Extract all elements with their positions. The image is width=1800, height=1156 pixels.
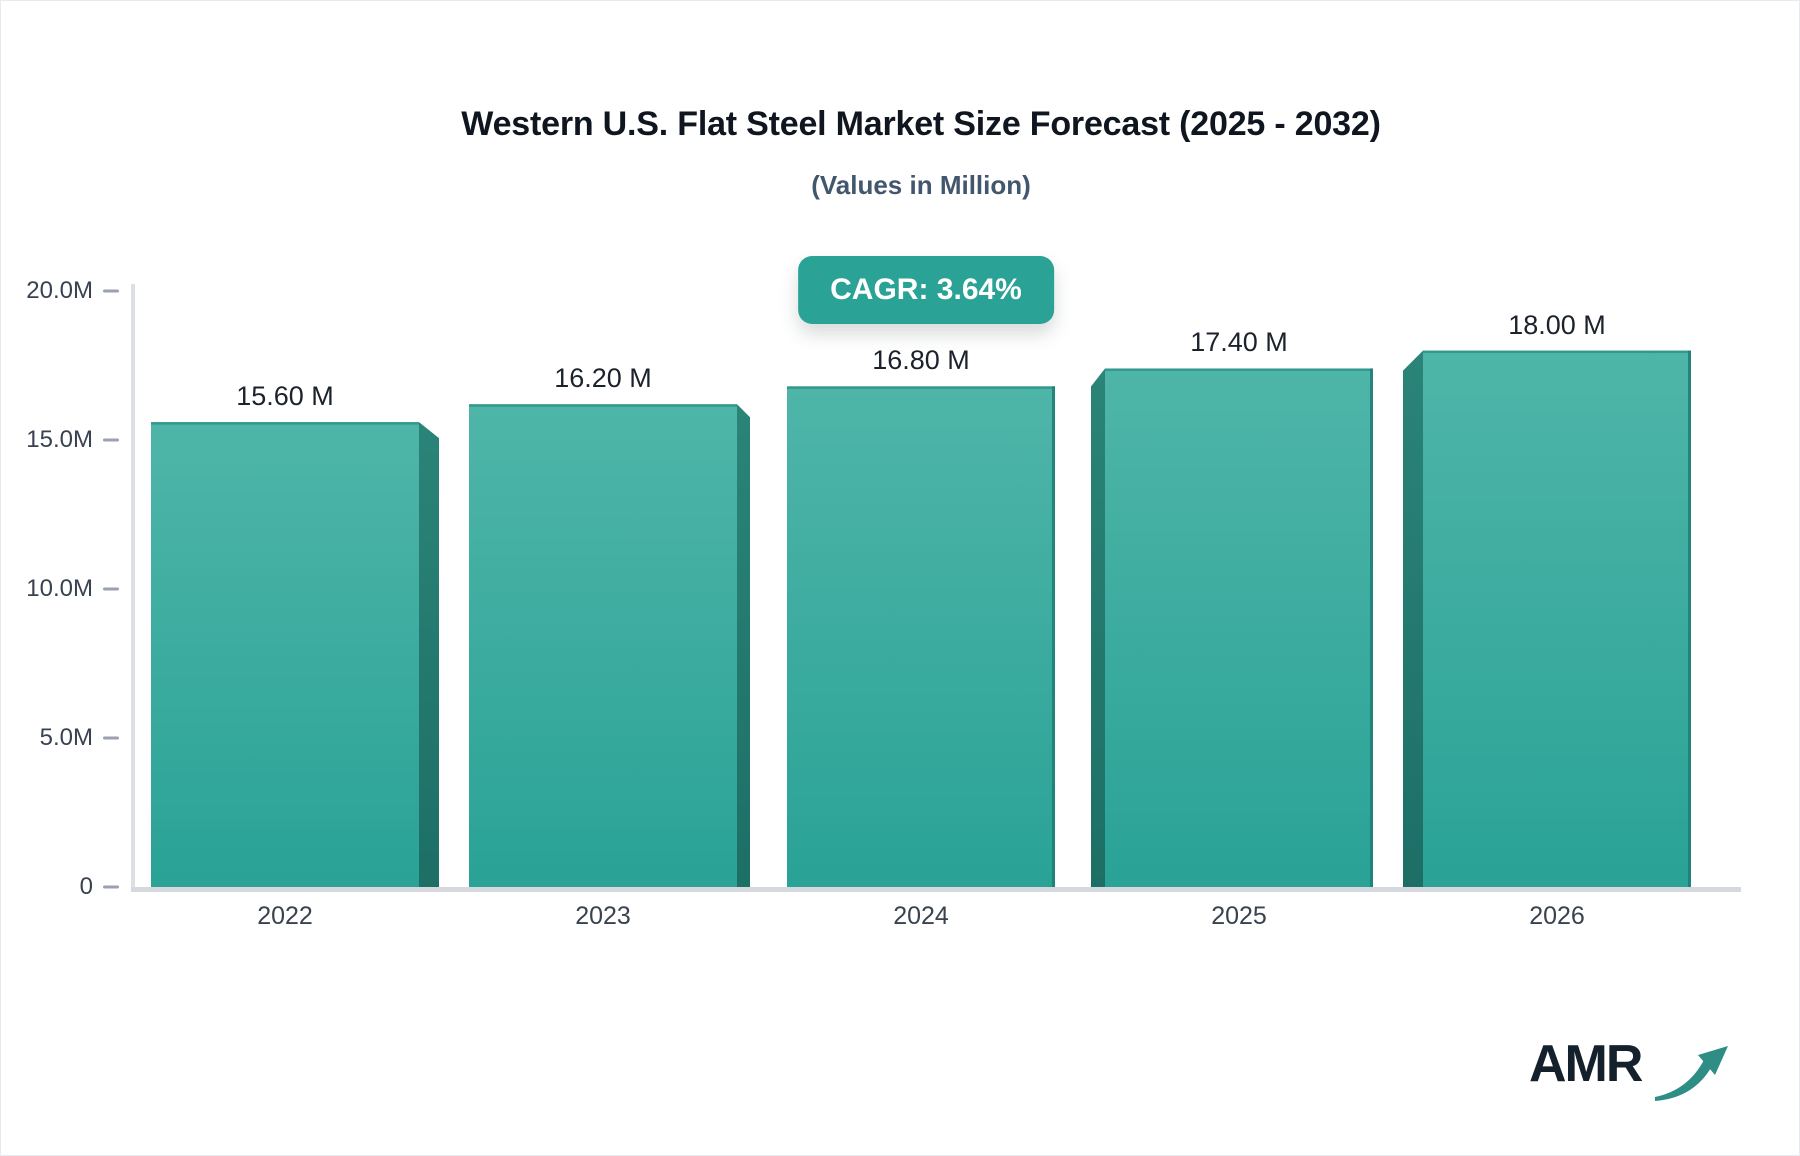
y-axis-line	[131, 284, 135, 892]
bar-2025[interactable]	[1091, 368, 1373, 888]
bar-side-face	[1091, 368, 1105, 888]
y-axis-tick	[103, 885, 119, 889]
bar-side-face	[1403, 350, 1423, 888]
y-axis-tick	[103, 289, 119, 293]
bar-2024[interactable]	[787, 386, 1055, 887]
bar-top-edge	[151, 422, 419, 425]
bar-right-edge	[1052, 386, 1055, 887]
bar-2023[interactable]	[469, 404, 750, 887]
y-axis-tick	[103, 438, 119, 442]
bar-2026[interactable]	[1403, 350, 1691, 888]
x-axis-line	[131, 887, 1741, 892]
bar-main-face	[1423, 350, 1691, 888]
y-axis-tick	[103, 736, 119, 740]
bar-right-edge	[1688, 350, 1691, 888]
chart-subtitle: (Values in Million)	[811, 170, 1031, 200]
y-axis-tick	[103, 587, 119, 591]
bar-top-edge	[1105, 368, 1373, 371]
cagr-badge: CAGR: 3.64%	[798, 256, 1054, 324]
bar-main-face	[151, 422, 419, 887]
bar-right-edge	[1370, 368, 1373, 888]
bar-side-face	[419, 422, 439, 887]
bar-main-face	[787, 386, 1055, 887]
bar-side-face	[737, 404, 750, 887]
chart-title: Western U.S. Flat Steel Market Size Fore…	[461, 105, 1381, 143]
bar-main-face	[1105, 368, 1373, 888]
bar-top-edge	[469, 404, 737, 407]
bar-top-edge	[1423, 350, 1691, 354]
bar-main-face	[469, 404, 737, 887]
bar-2022[interactable]	[151, 422, 439, 887]
amr-logo-text: AMR	[1529, 1035, 1643, 1093]
trend-arrow-icon	[1655, 1046, 1728, 1101]
amr-logo: AMR	[1529, 1034, 1728, 1114]
bar-top-edge	[787, 386, 1055, 389]
